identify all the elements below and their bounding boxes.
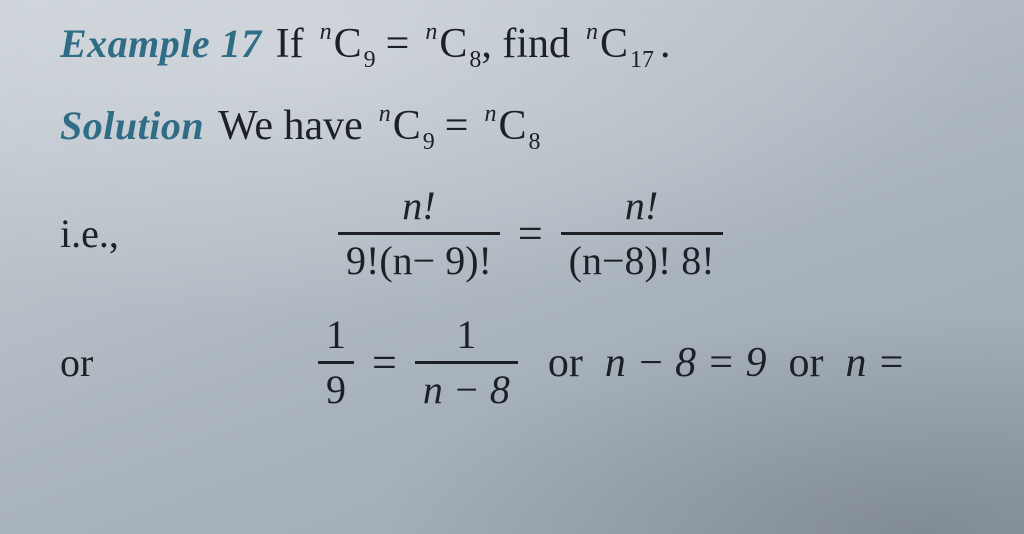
fraction-1: n! 9!(n− 9)!	[338, 184, 500, 283]
frac2-num: n!	[617, 184, 666, 228]
frac4-bar	[415, 361, 518, 364]
presup-n-1: n	[320, 19, 332, 46]
C-1: C	[334, 20, 362, 68]
frac3-num: 1	[318, 313, 354, 357]
eq-2: =	[445, 102, 469, 150]
solution-heading: Solution	[60, 102, 204, 149]
eq-1: =	[386, 20, 410, 68]
frac1-den: 9!(n− 9)!	[338, 239, 500, 283]
tail-n: n =	[846, 339, 906, 387]
textbook-page: Example 17 If n C 9 = n C 8 , find n C 1…	[0, 0, 1024, 412]
sub-8-1: 8	[469, 47, 481, 74]
or-lead: or	[60, 339, 150, 386]
sub-17: 17	[630, 47, 654, 74]
presup-n-2: n	[425, 19, 437, 46]
fraction-3: 1 9	[318, 313, 354, 412]
C-2: C	[439, 20, 467, 68]
frac4-den: n − 8	[415, 368, 518, 412]
presup-n-3: n	[586, 19, 598, 46]
example-line: Example 17 If n C 9 = n C 8 , find n C 1…	[60, 20, 988, 68]
sub-9-1: 9	[364, 47, 376, 74]
presup-n-5: n	[484, 101, 496, 128]
frac1-bar	[338, 232, 500, 235]
or-2: or	[789, 339, 824, 387]
wehave-text: We have	[218, 102, 363, 150]
period: .	[660, 20, 671, 68]
frac3-den: 9	[318, 368, 354, 412]
frac4-num: 1	[448, 313, 484, 357]
or-row: or 1 9 = 1 n − 8 or n − 8 = 9 or n =	[60, 313, 988, 412]
fraction-4: 1 n − 8	[415, 313, 518, 412]
ie-row: i.e., n! 9!(n− 9)! = n! (n−8)! 8!	[60, 184, 988, 283]
if-text: If	[276, 20, 304, 68]
presup-n-4: n	[379, 101, 391, 128]
eq-4: =	[372, 337, 397, 388]
frac1-num: n!	[394, 184, 443, 228]
or-1: or	[548, 339, 583, 387]
C-4: C	[393, 102, 421, 150]
sub-8-2: 8	[529, 129, 541, 156]
example-heading: Example 17	[60, 20, 262, 67]
fraction-2: n! (n−8)! 8!	[561, 184, 723, 283]
frac2-den: (n−8)! 8!	[561, 239, 723, 283]
comma-find: , find	[481, 20, 570, 68]
C-3: C	[600, 20, 628, 68]
frac3-bar	[318, 361, 354, 364]
expr-n8: n − 8 = 9	[605, 339, 767, 387]
eq-3: =	[518, 208, 543, 259]
sub-9-2: 9	[423, 129, 435, 156]
solution-line: Solution We have n C 9 = n C 8	[60, 102, 988, 150]
frac2-bar	[561, 232, 723, 235]
ie-lead: i.e.,	[60, 210, 240, 257]
C-5: C	[498, 102, 526, 150]
